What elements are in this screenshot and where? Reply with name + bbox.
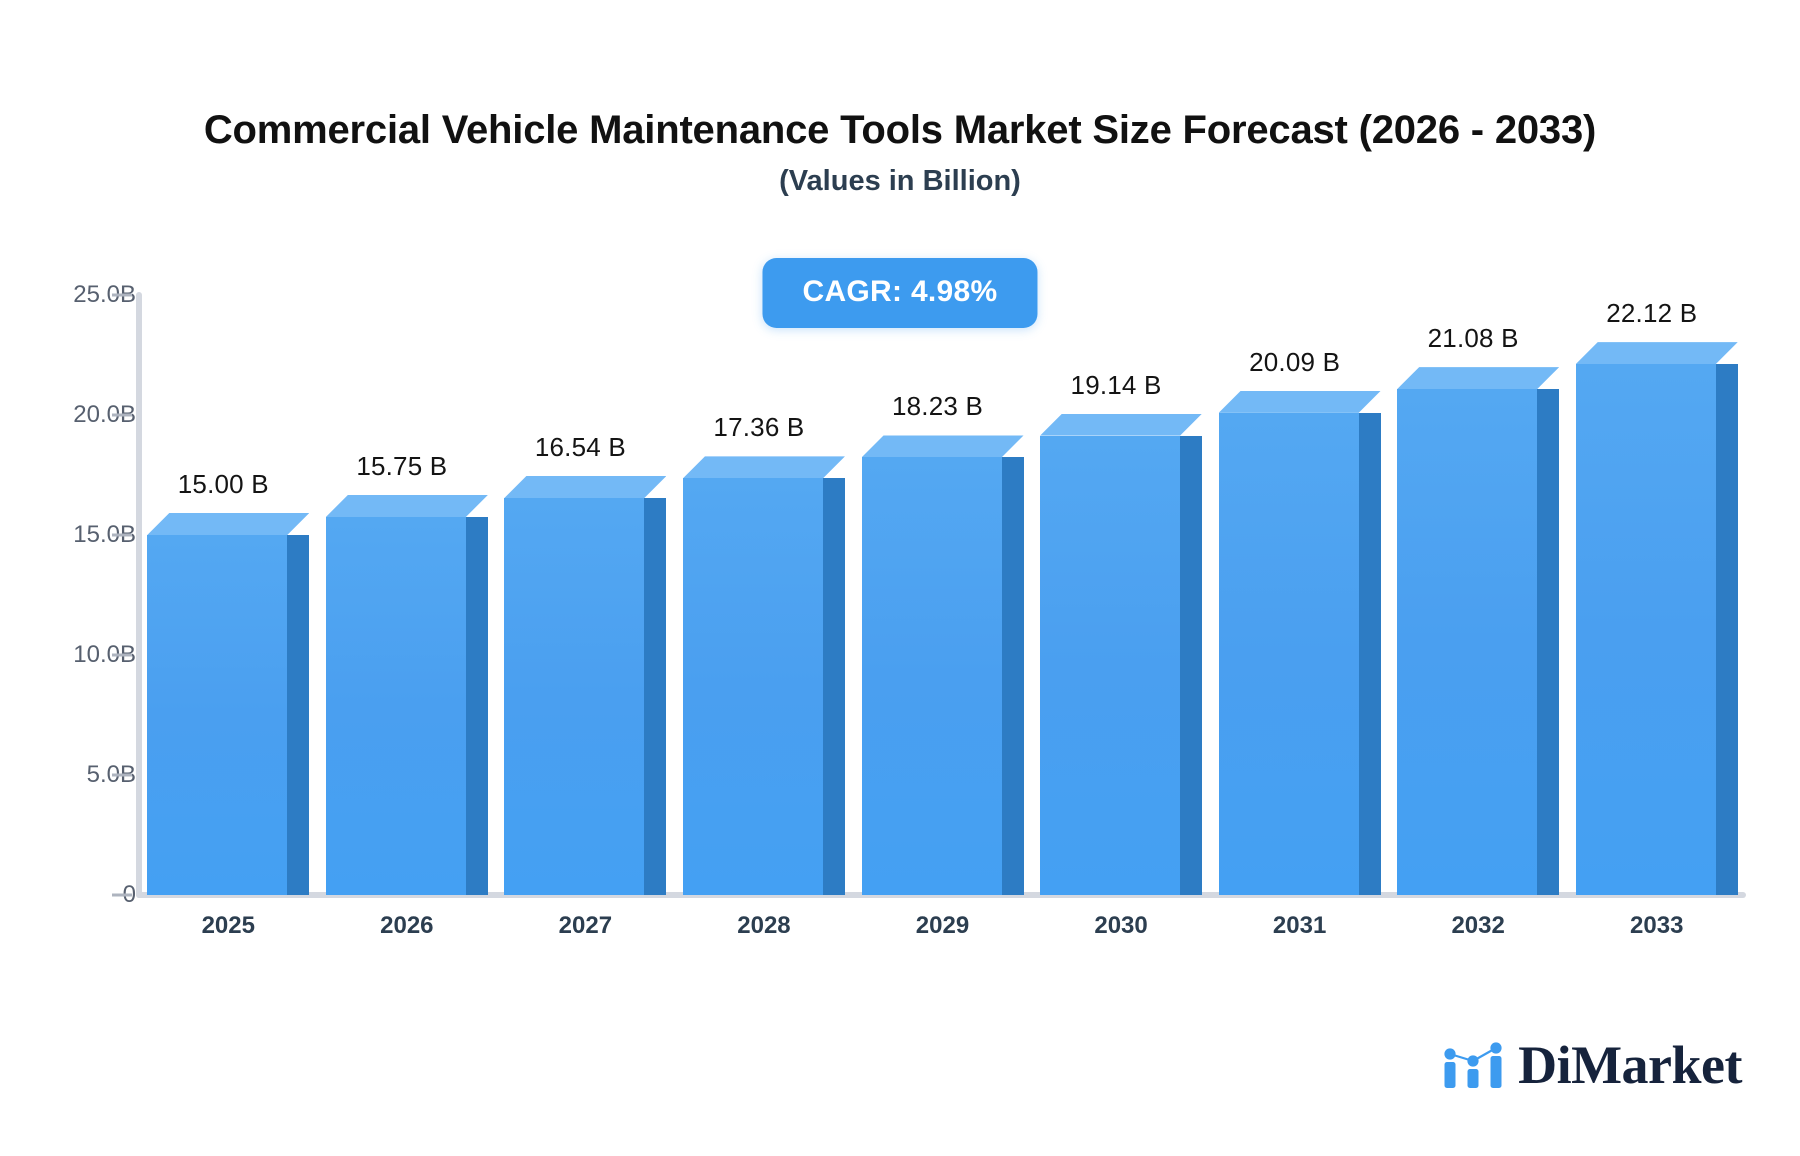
bar-side-face (1537, 389, 1560, 895)
bar-side-face (1358, 412, 1381, 895)
bar (504, 476, 667, 895)
x-axis-tick-label: 2033 (1630, 912, 1684, 939)
bar-top-face (1575, 342, 1738, 365)
bar (1040, 413, 1203, 895)
bar-top-face (504, 476, 667, 499)
bar-side-face (644, 498, 667, 895)
bar-value-label: 17.36 B (713, 412, 805, 443)
x-axis-line (136, 892, 1746, 898)
bar-front-face (147, 535, 288, 895)
bar (147, 513, 310, 895)
bar-side-face (287, 535, 310, 895)
bar (1575, 342, 1738, 895)
brand-name: DiMarket (1518, 1035, 1742, 1095)
x-axis-tick-label: 2030 (1094, 912, 1148, 939)
bar-value-label: 18.23 B (891, 391, 984, 422)
x-axis-tick-label: 2029 (915, 912, 970, 939)
bar-front-face (861, 457, 1002, 895)
bar-top-face (147, 513, 310, 535)
bar (861, 435, 1024, 895)
bar-value-label: 16.54 B (534, 432, 626, 463)
bar-side-face (822, 478, 845, 895)
y-axis-line (136, 292, 142, 898)
x-axis-tick-label: 2032 (1451, 912, 1505, 939)
bar (682, 456, 845, 895)
y-axis-tick-mark (112, 773, 132, 777)
bar-front-face (682, 478, 823, 895)
bar-top-face (1040, 413, 1203, 436)
bar-top-face (325, 495, 488, 517)
bar-value-label: 22.12 B (1606, 298, 1698, 329)
bar-chart-icon (1444, 1042, 1502, 1088)
bar-side-face (465, 517, 488, 895)
bar (1397, 367, 1560, 895)
chart-subtitle: (Values in Billion) (779, 165, 1021, 197)
y-axis-tick-mark (112, 533, 132, 537)
bar-value-label: 21.08 B (1427, 323, 1519, 354)
bar-value-label: 19.14 B (1070, 369, 1162, 400)
y-axis-tick-mark (112, 893, 132, 897)
x-axis-tick-label: 2027 (558, 912, 613, 939)
bar-front-face (1040, 435, 1181, 895)
bar-top-face (1218, 390, 1381, 413)
bar-value-label: 15.75 B (356, 451, 448, 481)
bar-front-face (1575, 364, 1716, 895)
bar-front-face (325, 517, 466, 895)
bar-top-face (1397, 367, 1560, 390)
y-axis-tick-mark (112, 653, 132, 657)
dimarket-logo: DiMarket (1442, 1038, 1742, 1092)
bar-front-face (1397, 389, 1538, 895)
x-axis-tick-label: 2031 (1272, 912, 1327, 939)
cagr-badge: CAGR: 4.98% (762, 258, 1038, 328)
y-axis-tick-mark (112, 413, 132, 417)
bar-side-face (1001, 457, 1024, 895)
x-axis-tick-label: 2028 (737, 912, 791, 939)
bar-front-face (504, 498, 645, 895)
x-axis-tick-label: 2026 (380, 912, 434, 939)
bar (1218, 390, 1381, 895)
bar (325, 495, 488, 895)
bar-side-face (1180, 435, 1203, 895)
bar-top-face (682, 456, 845, 479)
bar-front-face (1218, 412, 1359, 895)
bar-side-face (1715, 364, 1738, 895)
bar-top-face (861, 435, 1024, 458)
y-axis-tick-mark (112, 293, 132, 297)
chart-title: Commercial Vehicle Maintenance Tools Mar… (203, 108, 1597, 152)
bar-value-label: 20.09 B (1249, 346, 1341, 377)
bar-value-label: 15.00 B (177, 469, 269, 499)
x-axis-tick-label: 2025 (201, 912, 255, 939)
